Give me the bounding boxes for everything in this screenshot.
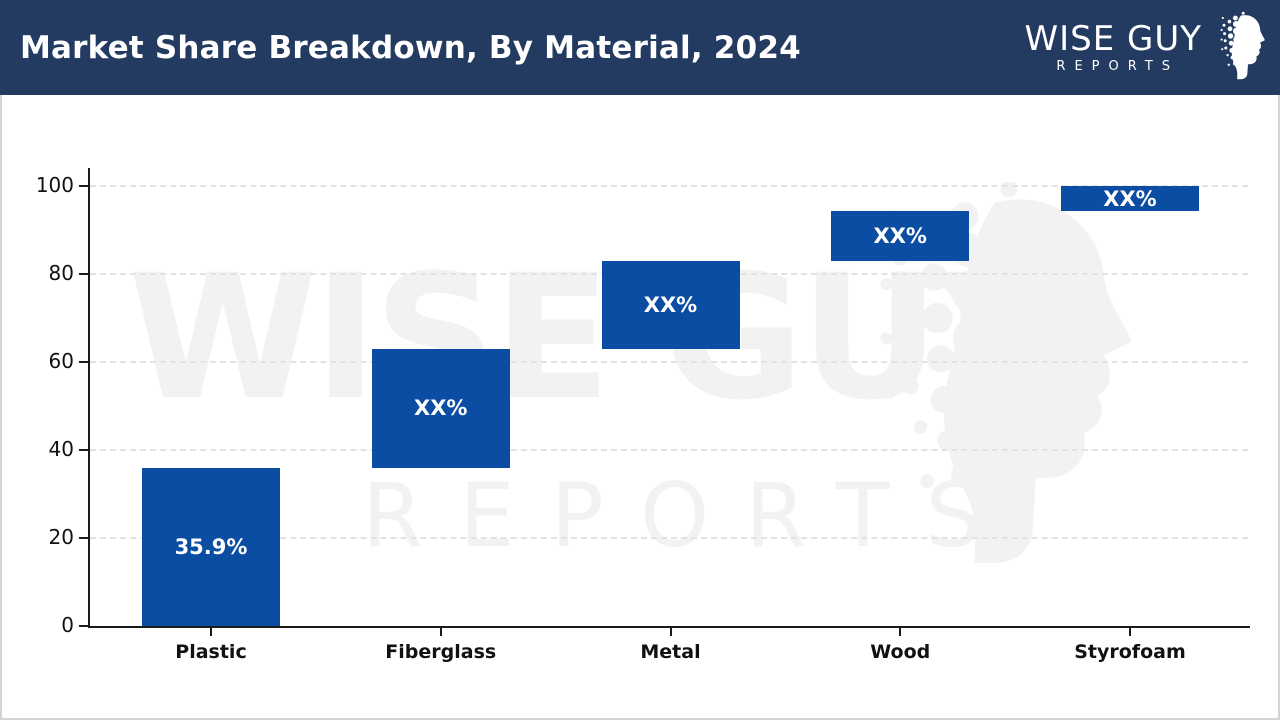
bar-value-label: XX% <box>873 223 927 248</box>
brand-name: WISE GUY <box>1024 19 1202 60</box>
brand-face-icon <box>1220 11 1265 80</box>
x-tick-mark <box>899 628 902 636</box>
y-tick-mark <box>79 449 88 451</box>
gridline <box>90 185 1248 187</box>
x-tick-label-styrofoam: Styrofoam <box>1074 641 1186 663</box>
waterfall-chart: 0 20 40 60 80 100 35.9% Plastic XX% Fiberglass XX%… <box>0 95 1280 720</box>
x-tick-mark <box>1129 628 1131 636</box>
y-tick-label: 20 <box>48 525 74 549</box>
y-tick-mark <box>79 185 88 187</box>
x-tick-label-plastic: Plastic <box>175 641 247 663</box>
brand-logo-text: WISE GUY REPORTS <box>1024 19 1202 74</box>
bar-plastic: 35.9% <box>142 468 280 626</box>
bar-value-label: XX% <box>1103 186 1157 211</box>
x-axis-line <box>88 626 1250 628</box>
bar-value-label: XX% <box>414 396 468 421</box>
y-tick-label: 0 <box>61 613 74 637</box>
bar-metal: XX% <box>601 260 740 349</box>
bar-value-label: 35.9% <box>174 535 248 559</box>
brand-subname: REPORTS <box>1056 58 1180 74</box>
x-tick-mark <box>669 628 672 636</box>
y-tick-mark <box>79 537 88 539</box>
y-tick-mark <box>79 273 88 275</box>
y-tick-mark <box>79 625 88 627</box>
watermark-reports-text: REPORTS <box>362 464 1018 567</box>
gridline <box>90 449 1248 451</box>
y-tick-mark <box>79 361 88 363</box>
x-tick-label-metal: Metal <box>640 641 701 663</box>
bar-wood: XX% <box>831 211 970 261</box>
bar-fiberglass: XX% <box>371 348 510 469</box>
y-tick-label: 80 <box>48 261 74 285</box>
gridline <box>90 361 1248 363</box>
header-band: Market Share Breakdown, By Material, 202… <box>0 0 1280 95</box>
y-tick-label: 40 <box>48 437 74 461</box>
y-axis-line <box>88 168 90 628</box>
x-tick-mark <box>210 628 212 636</box>
x-tick-label-wood: Wood <box>870 641 931 663</box>
chart-title: Market Share Breakdown, By Material, 202… <box>20 29 801 66</box>
bar-value-label: XX% <box>643 292 698 317</box>
x-tick-mark <box>439 628 442 636</box>
bar-styrofoam: XX% <box>1061 186 1199 212</box>
x-tick-label-fiberglass: Fiberglass <box>385 641 497 663</box>
y-tick-label: 100 <box>35 173 74 197</box>
brand-logo: WISE GUY REPORTS <box>1024 6 1266 90</box>
gridline <box>90 537 1248 539</box>
y-tick-label: 60 <box>48 349 74 373</box>
